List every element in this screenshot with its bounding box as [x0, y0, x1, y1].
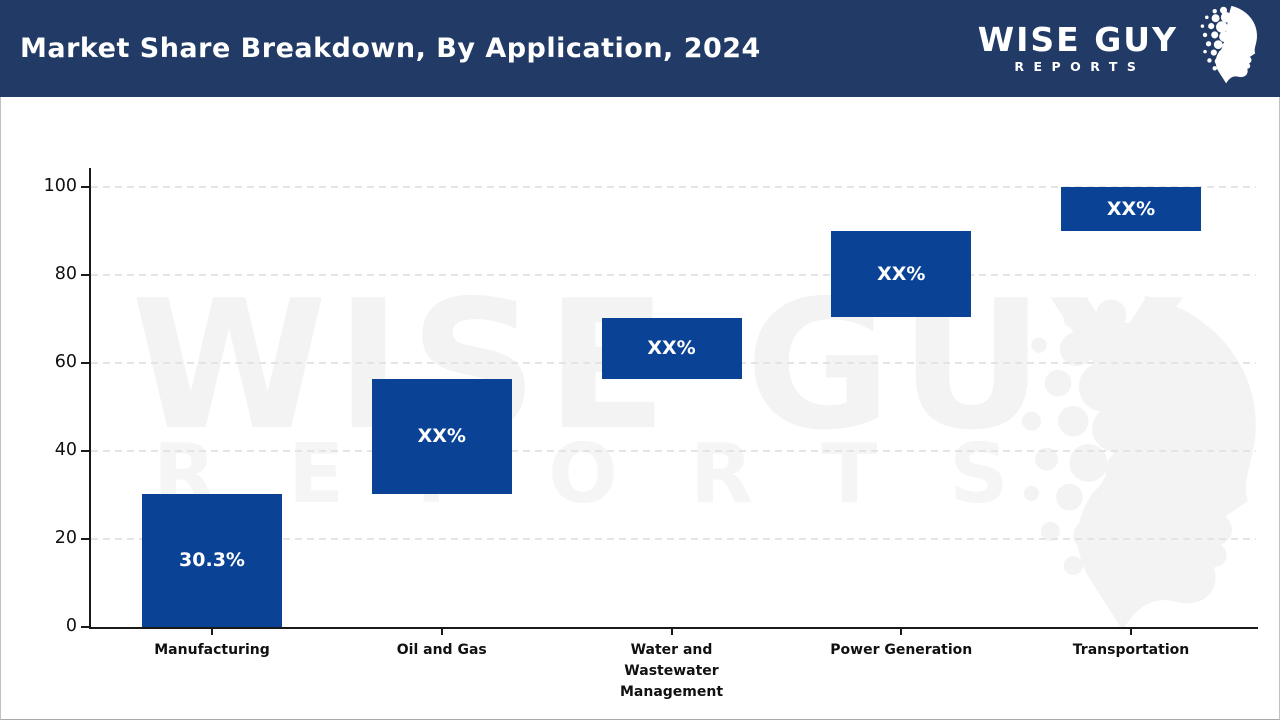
gridline-20 [91, 538, 1256, 540]
x-tick-3 [900, 629, 903, 635]
category-label: Manufacturing [102, 640, 322, 661]
gridline-40 [91, 450, 1256, 452]
x-tick-4 [1130, 629, 1132, 635]
category-label: Water and Wastewater Management [562, 640, 782, 703]
y-tick-40 [81, 450, 89, 452]
y-tick-label-20: 20 [54, 528, 77, 548]
category-label-line: Management [619, 684, 724, 700]
category-label-line: Oil and Gas [396, 642, 487, 658]
category-label-line: Wastewater [624, 663, 719, 679]
category-label: Oil and Gas [332, 640, 552, 661]
bar-value-label: XX% [877, 263, 926, 286]
wise-guy-logo: WISE GUY REPORTS [978, 5, 1266, 93]
y-tick-0 [81, 626, 89, 628]
x-tick-1 [440, 629, 443, 635]
category-label: Transportation [1021, 640, 1241, 661]
gridline-100 [91, 186, 1256, 188]
header: Market Share Breakdown, By Application, … [0, 0, 1280, 97]
waterfall-chart: 0 20 40 60 80 100 30.3% Manufacturing XX% Oil and… [1, 97, 1279, 719]
bar-value-label: XX% [417, 425, 466, 448]
y-tick-20 [81, 538, 89, 540]
category-label: Power Generation [791, 640, 1011, 661]
bar-manufacturing: 30.3% [142, 493, 282, 627]
logo-subtitle: REPORTS [1014, 59, 1146, 74]
y-tick-label-40: 40 [54, 440, 77, 460]
y-tick-100 [81, 186, 89, 188]
y-tick-80 [81, 274, 89, 276]
x-axis-line [89, 627, 1258, 629]
y-tick-label-100: 100 [43, 176, 77, 196]
y-tick-label-0: 0 [65, 616, 77, 636]
y-tick-60 [81, 362, 89, 364]
x-tick-2 [670, 629, 673, 635]
bar-water-and: XX% [601, 318, 742, 379]
bar-oil-and-gas: XX% [371, 379, 512, 494]
logo-wordmark: WISE GUY [977, 20, 1178, 59]
category-label-line: Water and [630, 642, 713, 658]
bar-value-label: XX% [647, 337, 696, 360]
bar-value-label: 30.3% [179, 549, 245, 572]
page-title: Market Share Breakdown, By Application, … [20, 33, 761, 64]
category-label-line: Power Generation [830, 642, 973, 658]
y-tick-label-80: 80 [54, 264, 77, 284]
bar-transportation: XX% [1061, 187, 1201, 231]
y-tick-label-60: 60 [54, 352, 77, 372]
logo-text: WISE GUY REPORTS [977, 20, 1178, 75]
chart-area: WISE GUY REPORTS 0 20 40 60 80 100 30.3% Manufa… [0, 97, 1280, 720]
logo-head-icon [1174, 5, 1266, 93]
gridline-80 [91, 274, 1256, 276]
bar-value-label: XX% [1106, 198, 1156, 220]
y-axis-line [89, 168, 91, 629]
bar-power-generation: XX% [831, 231, 972, 318]
category-label-line: Transportation [1072, 642, 1190, 658]
x-tick-0 [211, 629, 213, 635]
category-label-line: Manufacturing [154, 642, 270, 658]
